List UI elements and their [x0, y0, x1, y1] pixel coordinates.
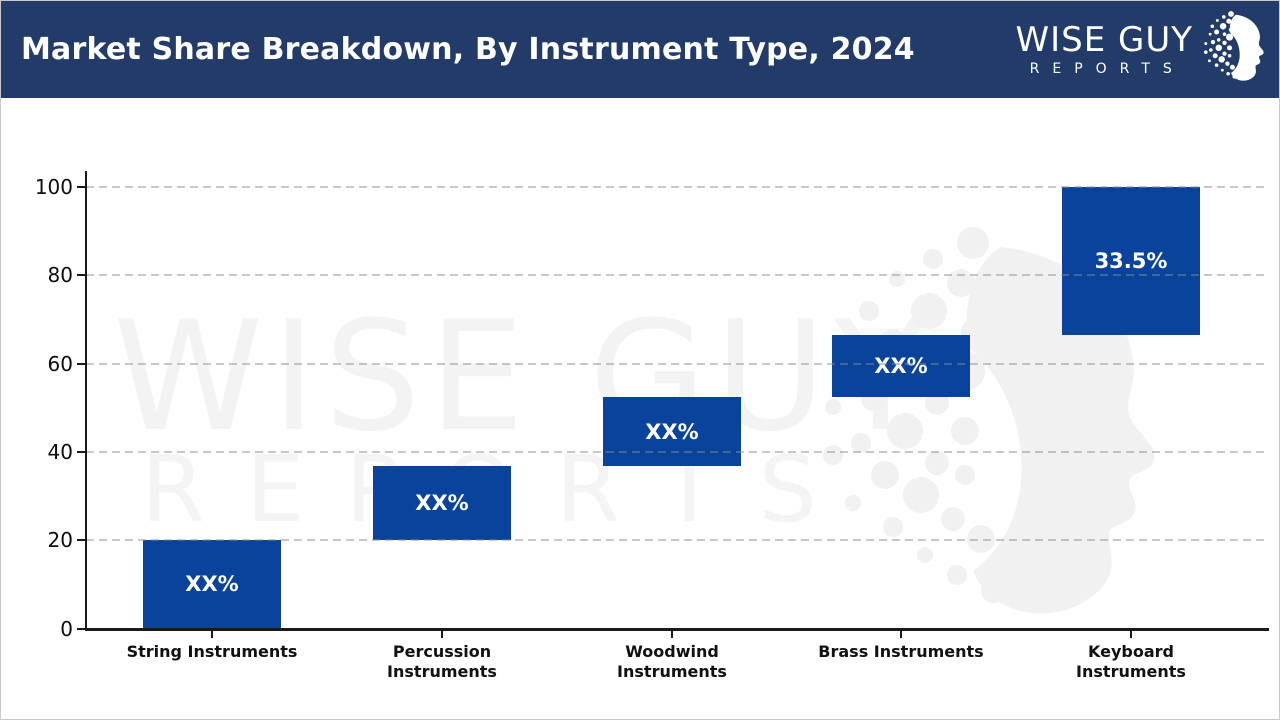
y-tick-label: 0 — [60, 616, 73, 641]
bar-keyboard-instruments: 33.5% — [1062, 187, 1200, 335]
y-tick-mark — [77, 539, 85, 542]
chart-area: WISE GUY R E P O R T S XX%XX%XX%XX%33.5%… — [1, 98, 1279, 719]
x-category-label: Woodwind Instruments — [617, 641, 727, 682]
y-tick-label: 40 — [47, 439, 73, 464]
gridline-60 — [86, 362, 1267, 365]
bar-string-instruments: XX% — [143, 540, 281, 629]
y-tick-label: 80 — [47, 263, 73, 288]
x-tick-mark — [671, 630, 673, 638]
x-category-label: Brass Instruments — [818, 641, 984, 661]
bar-value-label: XX% — [185, 572, 239, 597]
bar-brass-instruments: XX% — [832, 334, 970, 398]
gridline-100 — [86, 186, 1267, 189]
bar-value-label: 33.5% — [1094, 249, 1168, 274]
y-tick-label: 20 — [47, 528, 73, 553]
y-tick-mark — [77, 450, 85, 453]
logo-wordmark: WISE GUY — [1015, 19, 1193, 60]
y-tick-mark — [77, 186, 85, 189]
wiseguy-logo: WISE GUY REPORTS — [1015, 7, 1267, 93]
y-tick-label: 100 — [34, 175, 73, 200]
x-category-label: String Instruments — [126, 641, 298, 661]
gridline-40 — [86, 450, 1267, 453]
x-category-label: Percussion Instruments — [387, 641, 497, 682]
x-category-label: Keyboard Instruments — [1076, 641, 1186, 682]
y-tick-label: 60 — [47, 351, 73, 376]
logo-head-icon — [1204, 10, 1264, 81]
x-tick-mark — [900, 630, 902, 638]
gridline-20 — [86, 539, 1267, 542]
header-banner: Market Share Breakdown, By Instrument Ty… — [1, 1, 1279, 98]
y-axis-line — [85, 171, 87, 630]
bar-percussion-instruments: XX% — [373, 466, 511, 541]
logo-subtext: REPORTS — [1029, 60, 1185, 77]
watermark-wordmark: WISE GUY — [113, 288, 935, 465]
x-tick-mark — [211, 630, 213, 638]
chart-title: Market Share Breakdown, By Instrument Ty… — [21, 32, 915, 67]
y-tick-mark — [77, 274, 85, 277]
bar-woodwind-instruments: XX% — [603, 397, 741, 467]
x-tick-mark — [441, 630, 443, 638]
gridline-80 — [86, 274, 1267, 277]
bar-value-label: XX% — [415, 491, 469, 516]
y-tick-mark — [77, 362, 85, 365]
x-axis-line — [85, 627, 1269, 631]
bar-value-label: XX% — [645, 419, 699, 444]
x-tick-mark — [1130, 630, 1132, 638]
y-tick-mark — [77, 627, 85, 630]
bar-value-label: XX% — [874, 354, 928, 379]
